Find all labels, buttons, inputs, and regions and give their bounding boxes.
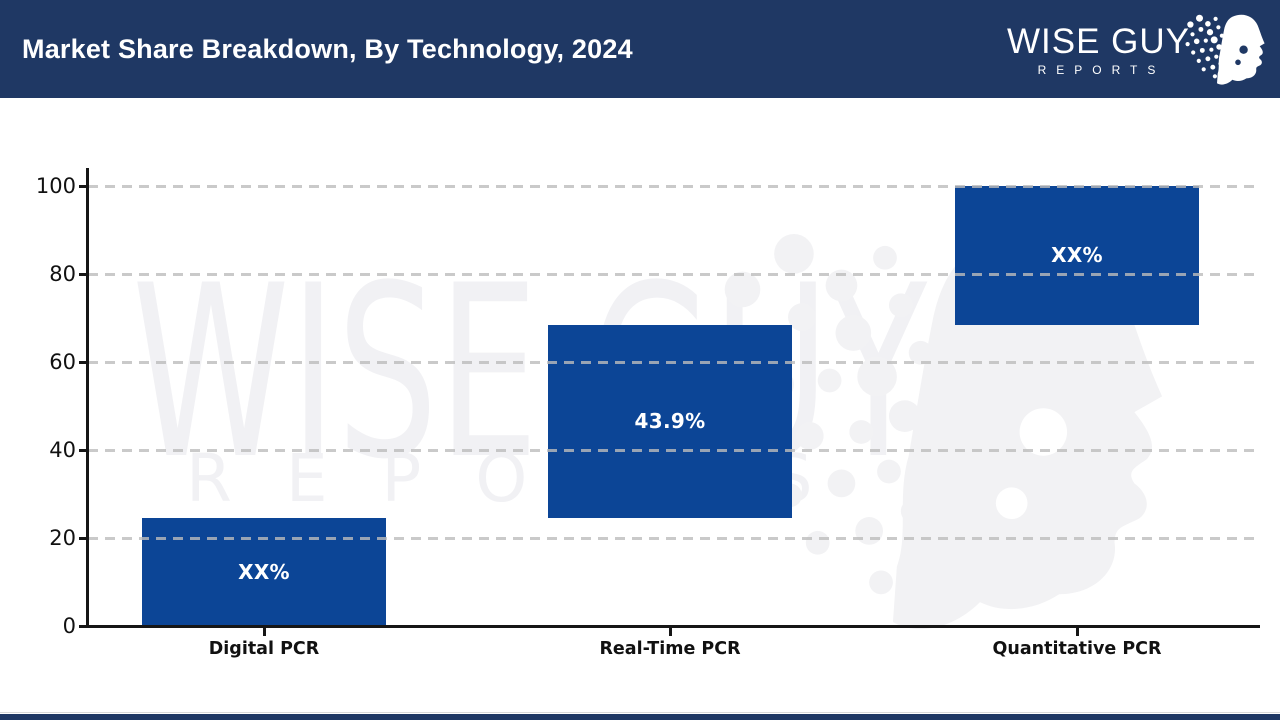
x-axis-label-real-time-pcr: Real-Time PCR <box>599 639 741 659</box>
y-tick-80 <box>79 273 87 276</box>
header-bar: Market Share Breakdown, By Technology, 2… <box>0 0 1280 98</box>
bar-quantitative-pcr: XX% <box>955 186 1199 325</box>
y-tick-label-20: 20 <box>49 526 76 550</box>
x-tick-real-time-pcr <box>669 628 672 636</box>
footer-divider <box>0 712 1280 713</box>
x-axis-line <box>86 625 1260 628</box>
wiseguy-logo-text: WISE GUY REPORTS <box>1007 24 1190 77</box>
y-tick-label-60: 60 <box>49 350 76 374</box>
gridline-20 <box>88 537 1258 540</box>
x-tick-digital-pcr <box>263 628 266 636</box>
x-tick-quantitative-pcr <box>1076 628 1079 636</box>
bar-value-label-real-time-pcr: 43.9% <box>634 409 706 434</box>
y-tick-label-0: 0 <box>62 614 76 638</box>
chart-title: Market Share Breakdown, By Technology, 2… <box>22 33 633 64</box>
footer-bar <box>0 714 1280 720</box>
x-axis-label-quantitative-pcr: Quantitative PCR <box>992 639 1162 659</box>
wiseguy-face-logo-icon <box>1185 14 1265 85</box>
logo-reports-text: REPORTS <box>1037 62 1166 77</box>
wiseguy-logo: WISE GUY REPORTS <box>1007 10 1266 88</box>
watermark-face-icon <box>714 234 1163 630</box>
logo-wordmark: WISE GUY <box>1006 21 1190 61</box>
y-tick-60 <box>79 361 87 364</box>
gridline-100 <box>88 185 1258 188</box>
bar-value-label-quantitative-pcr: XX% <box>1051 243 1103 268</box>
x-axis-label-digital-pcr: Digital PCR <box>208 639 320 659</box>
y-axis-line <box>86 168 89 628</box>
gridline-40 <box>88 449 1258 452</box>
watermark-wordmark: WISE GUY <box>132 235 928 512</box>
y-tick-100 <box>79 185 87 188</box>
bar-real-time-pcr: 43.9% <box>548 324 792 518</box>
y-tick-20 <box>79 537 87 540</box>
y-tick-label-80: 80 <box>49 262 76 286</box>
y-tick-0 <box>79 625 87 628</box>
bar-value-label-digital-pcr: XX% <box>238 559 290 584</box>
bar-digital-pcr: XX% <box>142 517 386 626</box>
y-tick-label-40: 40 <box>49 438 76 462</box>
gridline-60 <box>88 361 1258 364</box>
gridline-80 <box>88 273 1258 276</box>
y-tick-label-100: 100 <box>35 174 76 198</box>
y-tick-40 <box>79 449 87 452</box>
